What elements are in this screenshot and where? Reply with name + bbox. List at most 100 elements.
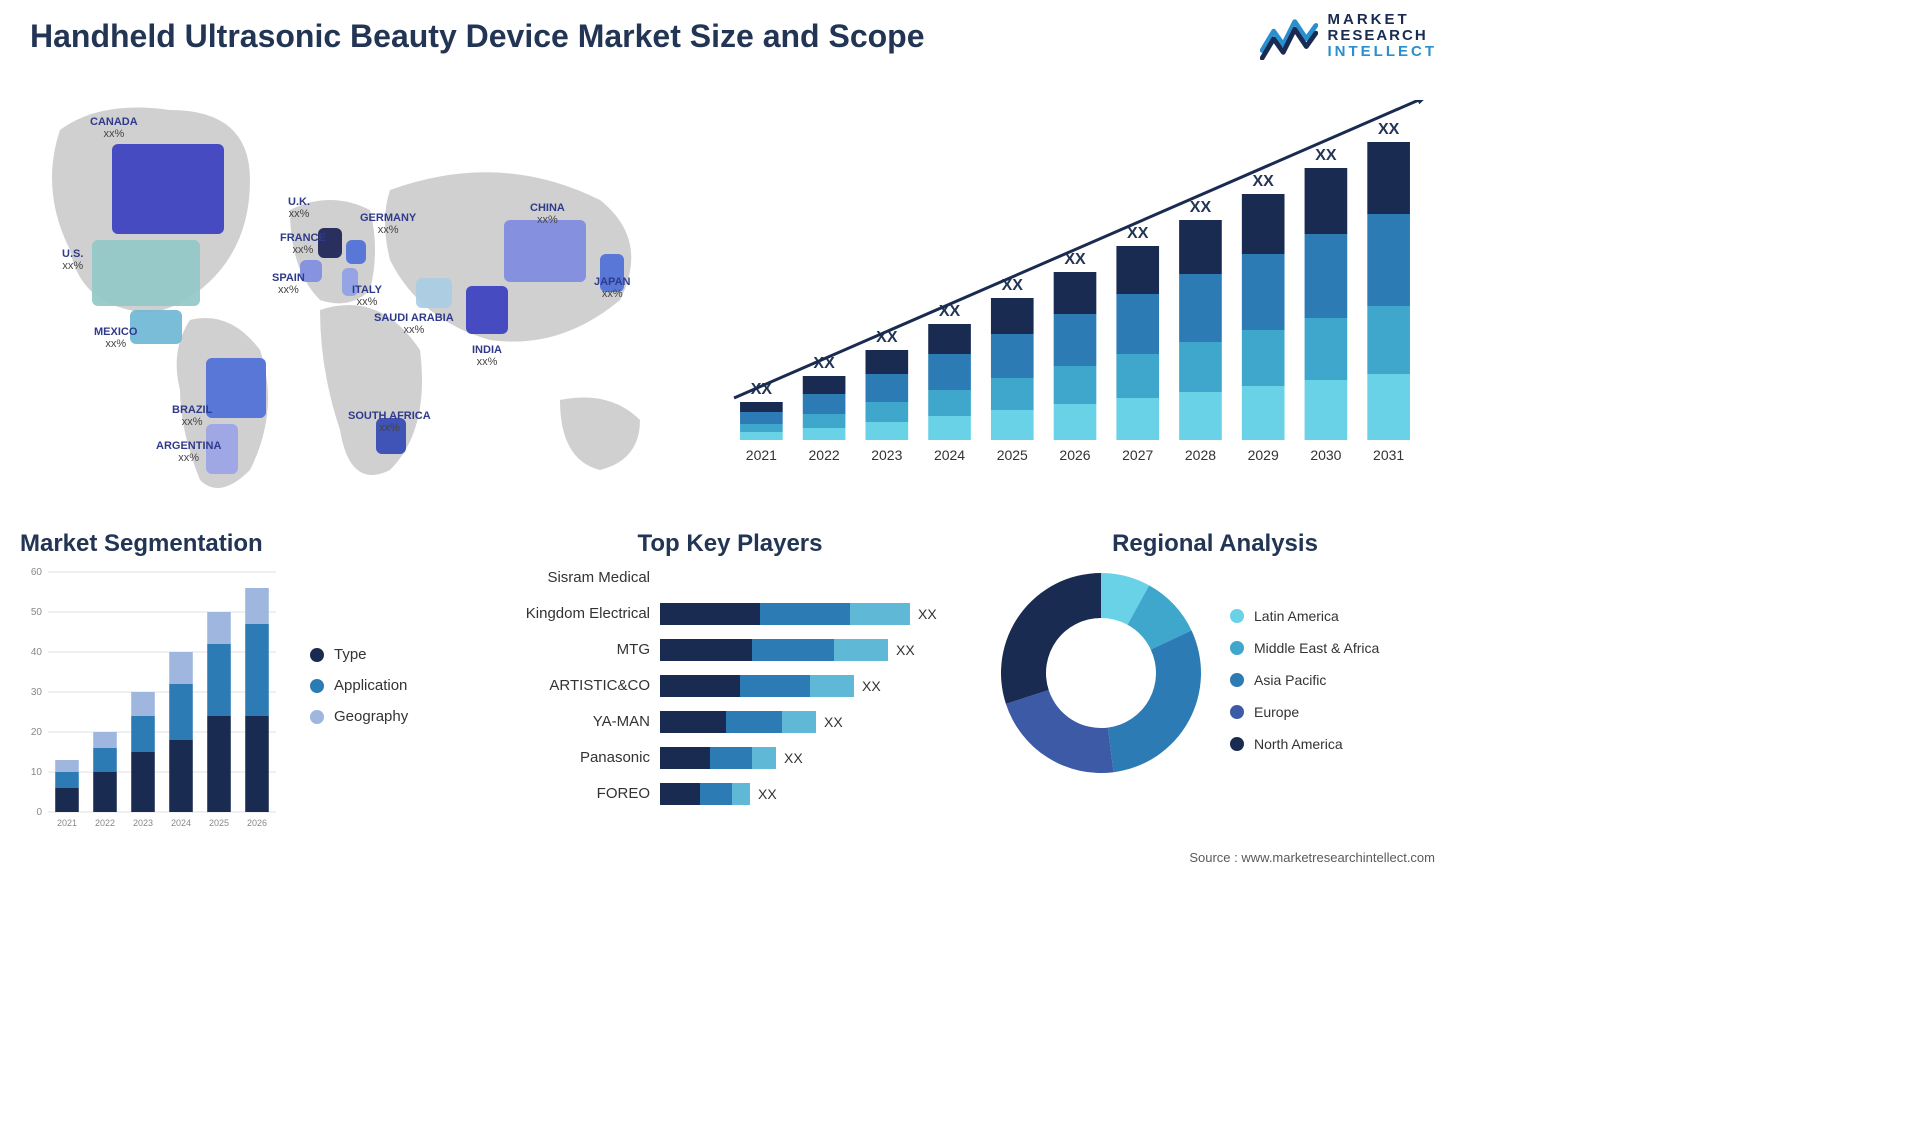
svg-text:2028: 2028 [1185,447,1216,463]
svg-text:10: 10 [31,767,43,778]
legend-dot-icon [310,710,324,724]
player-bar-row: XX [660,782,960,806]
svg-text:XX: XX [1190,199,1212,216]
player-bar-row [660,566,960,590]
donut-svg [996,568,1206,778]
legend-label: Middle East & Africa [1254,640,1379,656]
donut-wrap [996,568,1206,778]
map-country-label: JAPANxx% [594,276,630,300]
legend-label: North America [1254,736,1343,752]
map-country-label: U.K.xx% [288,196,310,220]
player-bar-segment [810,675,854,697]
regional-legend: Latin America Middle East & Africa Asia Pa… [1230,608,1379,752]
svg-text:XX: XX [1253,173,1275,190]
player-label: ARTISTIC&CO [500,674,650,698]
map-country-label: FRANCExx% [280,232,326,256]
world-map-svg [20,90,670,510]
map-country-label: BRAZILxx% [172,404,212,428]
player-bar-segment [710,747,752,769]
player-bar-row: XX [660,710,960,734]
segmentation-legend: Type Application Geography [310,646,408,725]
svg-text:30: 30 [31,687,43,698]
legend-item: Latin America [1230,608,1379,624]
player-bar-segment [850,603,910,625]
svg-text:0: 0 [36,807,42,818]
player-label: Panasonic [500,746,650,770]
svg-text:2024: 2024 [171,818,191,828]
svg-text:2021: 2021 [57,818,77,828]
players-labels: Sisram Medical Kingdom Electrical MTG ARTIS… [500,566,660,806]
legend-item: Europe [1230,704,1379,720]
page-title: Handheld Ultrasonic Beauty Device Market… [30,18,925,55]
player-bar-segment [660,711,726,733]
legend-item: Asia Pacific [1230,672,1379,688]
player-bar-segment [752,747,776,769]
growth-chart-panel: XX2021XX2022XX2023XX2024XX2025XX2026XX20… [720,100,1430,480]
svg-text:2021: 2021 [746,447,777,463]
player-bar-segment [834,639,888,661]
map-country-label: U.S.xx% [62,248,83,272]
legend-dot-icon [1230,705,1244,719]
player-bar-value: XX [896,642,915,658]
player-bar-segment [660,639,752,661]
growth-chart-svg: XX2021XX2022XX2023XX2024XX2025XX2026XX20… [720,100,1430,480]
svg-text:2029: 2029 [1248,447,1279,463]
segmentation-chart-svg: 0102030405060202120222023202420252026 [20,566,280,836]
player-bar-value: XX [758,786,777,802]
legend-item: Type [310,646,408,663]
legend-dot-icon [1230,673,1244,687]
logo-line-2: RESEARCH [1328,28,1438,44]
svg-text:2030: 2030 [1310,447,1341,463]
map-country-label: INDIAxx% [472,344,502,368]
player-label: MTG [500,638,650,662]
legend-label: Geography [334,708,408,725]
legend-label: Type [334,646,367,663]
legend-dot-icon [1230,609,1244,623]
player-bar-value: XX [918,606,937,622]
svg-text:20: 20 [31,727,43,738]
legend-label: Application [334,677,407,694]
svg-text:XX: XX [1378,121,1400,138]
svg-text:2023: 2023 [133,818,153,828]
map-country-label: CANADAxx% [90,116,138,140]
svg-text:2026: 2026 [247,818,267,828]
players-title: Top Key Players [500,530,960,558]
source-line: Source : www.marketresearchintellect.com [1189,850,1435,865]
player-label: Kingdom Electrical [500,602,650,626]
svg-text:XX: XX [1127,225,1149,242]
player-bar-value: XX [862,678,881,694]
map-country-label: ITALYxx% [352,284,382,308]
legend-label: Europe [1254,704,1299,720]
svg-text:2031: 2031 [1373,447,1404,463]
player-bar-row: XX [660,746,960,770]
segmentation-panel: Market Segmentation 01020304050602021202… [20,530,470,850]
world-map-panel: CANADAxx%U.S.xx%MEXICOxx%BRAZILxx%ARGENT… [20,90,670,510]
player-bar-row: XX [660,674,960,698]
player-label: FOREO [500,782,650,806]
legend-dot-icon [310,648,324,662]
map-country-label: CHINAxx% [530,202,565,226]
logo-icon [1260,12,1318,60]
legend-item: Geography [310,708,408,725]
svg-text:2024: 2024 [934,447,965,463]
map-country-label: ARGENTINAxx% [156,440,221,464]
player-bar-value: XX [784,750,803,766]
svg-text:2027: 2027 [1122,447,1153,463]
players-bars: XX XX XX XX XX XX [660,566,960,806]
player-bar-segment [660,783,700,805]
player-bar-row: XX [660,602,960,626]
map-country-label: SPAINxx% [272,272,305,296]
svg-text:50: 50 [31,607,43,618]
svg-text:2022: 2022 [809,447,840,463]
brand-logo: MARKET RESEARCH INTELLECT [1260,12,1438,60]
player-bar-segment [740,675,810,697]
legend-label: Latin America [1254,608,1339,624]
player-label: Sisram Medical [500,566,650,590]
svg-text:2025: 2025 [997,447,1028,463]
legend-item: Middle East & Africa [1230,640,1379,656]
player-bar-segment [752,639,834,661]
regional-panel: Regional Analysis Latin AmericaMiddle Ea… [990,530,1440,850]
svg-text:2025: 2025 [209,818,229,828]
legend-item: Application [310,677,408,694]
player-bar-segment [732,783,750,805]
